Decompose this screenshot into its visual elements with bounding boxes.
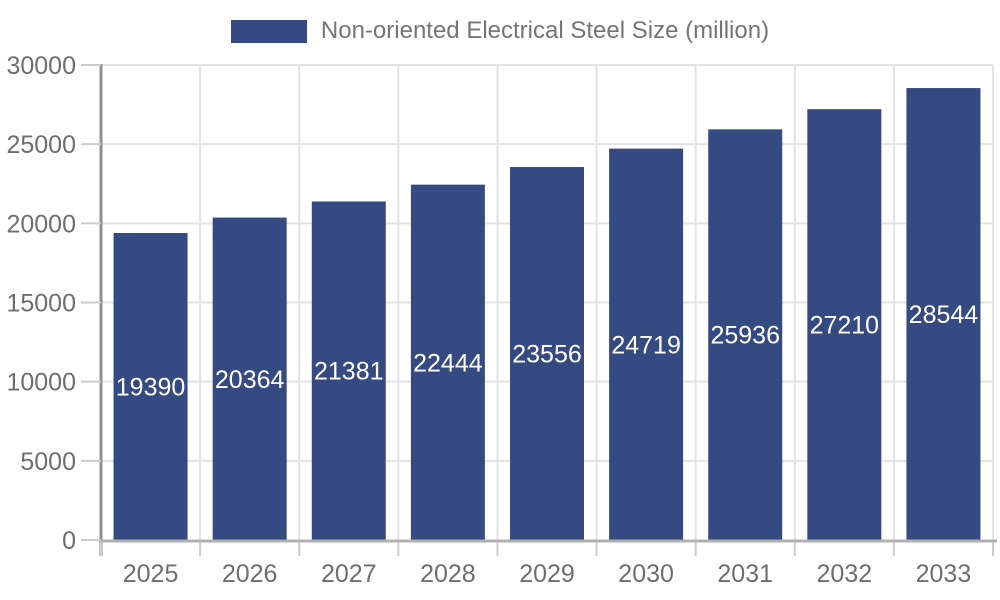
- bar-2027: [311, 201, 386, 540]
- y-tick-label: 5000: [20, 448, 76, 476]
- x-tick-label: 2031: [717, 560, 773, 588]
- x-tick-label: 2027: [321, 560, 377, 588]
- y-tick-label: 25000: [6, 131, 76, 159]
- y-tick-label: 20000: [6, 210, 76, 238]
- y-tick-label: 15000: [6, 290, 76, 318]
- bar-value-label: 23556: [512, 341, 582, 369]
- chart-legend[interactable]: Non-oriented Electrical Steel Size (mill…: [0, 19, 1000, 43]
- bar-2026: [212, 217, 287, 540]
- bar-2030: [609, 148, 684, 540]
- x-tick-label: 2029: [519, 560, 575, 588]
- bar-value-label: 24719: [611, 331, 681, 359]
- x-tick-label: 2032: [817, 560, 873, 588]
- bar-value-label: 28544: [909, 301, 979, 329]
- x-tick-label: 2025: [123, 560, 179, 588]
- bar-2032: [807, 109, 882, 541]
- x-tick-label: 2033: [916, 560, 972, 588]
- bar-2025: [113, 232, 188, 540]
- bar-value-label: 27210: [810, 312, 880, 340]
- y-tick-label: 30000: [6, 52, 76, 80]
- bar-2031: [708, 129, 783, 540]
- bar-value-label: 21381: [314, 358, 384, 386]
- x-tick-label: 2030: [618, 560, 674, 588]
- x-tick-label: 2026: [222, 560, 278, 588]
- bar-value-label: 19390: [116, 373, 186, 401]
- legend-swatch[interactable]: [230, 19, 307, 43]
- bar-2033: [906, 88, 981, 540]
- legend-label: Non-oriented Electrical Steel Size (mill…: [320, 17, 770, 44]
- x-tick-label: 2028: [420, 560, 476, 588]
- bar-2029: [510, 167, 584, 540]
- bar-2028: [410, 184, 485, 541]
- bar-value-label: 22444: [413, 349, 483, 377]
- bar-value-label: 25936: [710, 322, 780, 350]
- y-tick-label: 0: [62, 527, 76, 555]
- bar-value-label: 20364: [215, 366, 285, 394]
- y-tick-label: 10000: [6, 369, 76, 397]
